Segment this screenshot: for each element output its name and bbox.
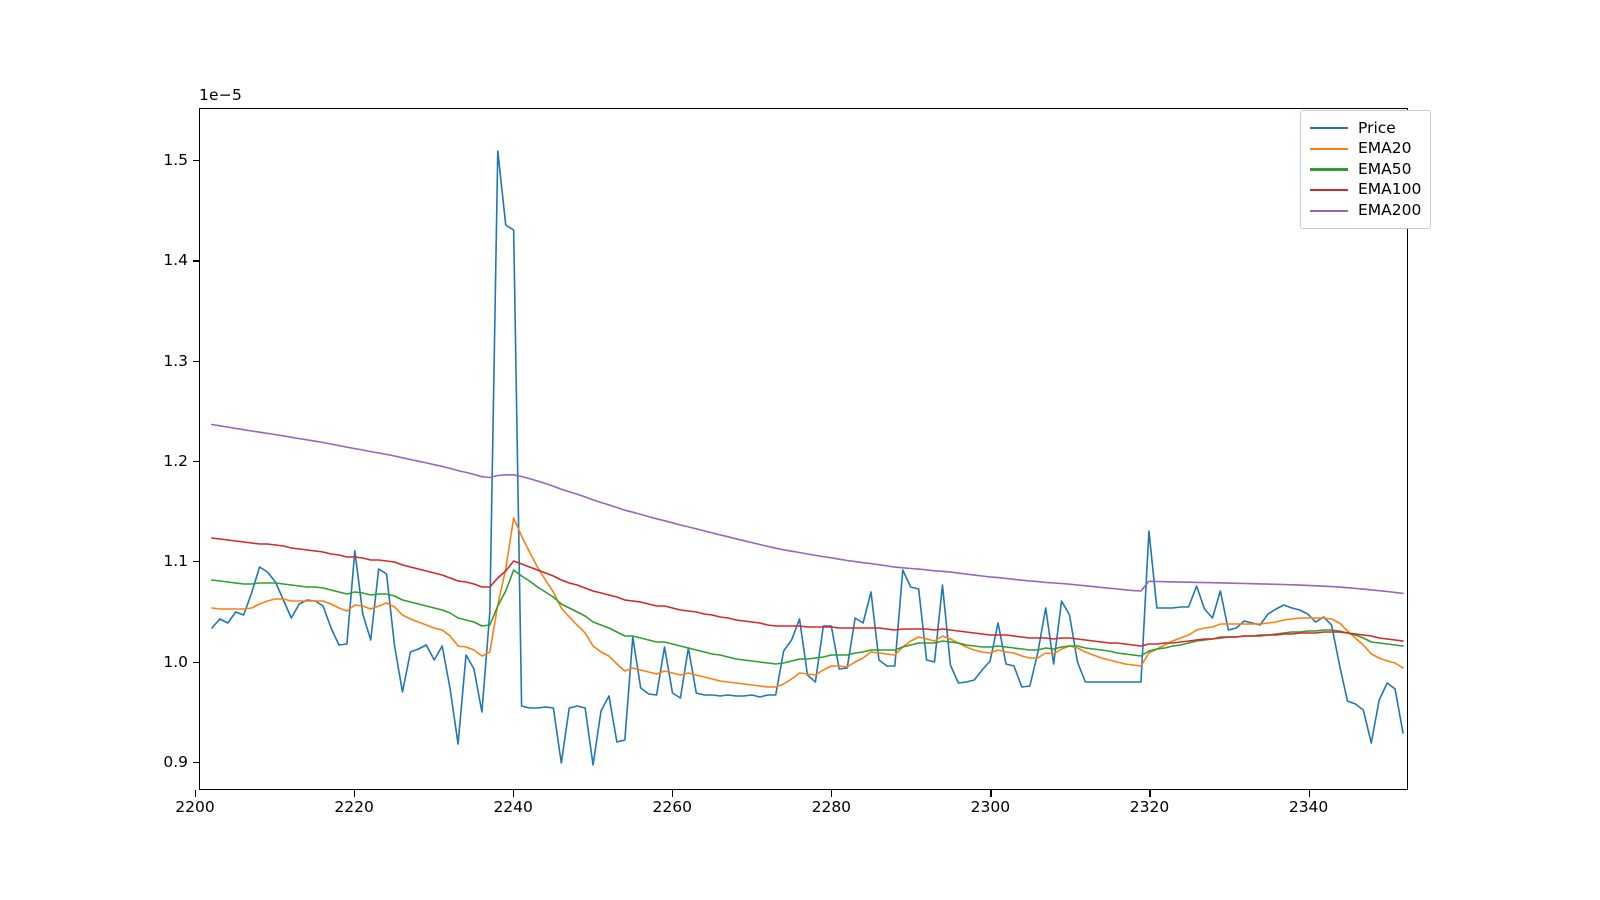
y-axis-offset-text: 1e−5 <box>199 86 243 104</box>
y-tick-label: 1.3 <box>163 351 188 370</box>
legend-item-ema200[interactable]: EMA200 <box>1310 200 1421 221</box>
legend-label: EMA200 <box>1358 200 1422 219</box>
y-tick-label: 1.2 <box>163 452 188 471</box>
legend-item-ema100[interactable]: EMA100 <box>1310 180 1421 201</box>
legend-item-ema50[interactable]: EMA50 <box>1310 159 1421 180</box>
x-tickmark <box>195 790 197 797</box>
y-tick-label: 1.4 <box>163 251 188 270</box>
y-tickmark <box>192 260 199 262</box>
legend-label: Price <box>1358 118 1396 137</box>
x-tickmark <box>831 790 833 797</box>
y-tick-label: 1.0 <box>163 652 188 671</box>
y-tick-label: 0.9 <box>163 752 188 771</box>
x-tick-label: 2300 <box>970 798 1011 816</box>
legend-item-ema20[interactable]: EMA20 <box>1310 139 1421 160</box>
legend-label: EMA100 <box>1358 180 1422 199</box>
y-tickmark <box>192 461 199 463</box>
chart-legend: Price EMA20 EMA50 EMA100 EMA200 <box>1300 110 1432 229</box>
x-tick-label: 2320 <box>1129 798 1170 816</box>
x-tickmark <box>1149 790 1151 797</box>
legend-swatch-ema50 <box>1310 168 1348 171</box>
plot-area <box>199 108 1408 790</box>
legend-label: EMA50 <box>1358 159 1412 178</box>
y-tick-label: 1.1 <box>163 552 188 571</box>
x-tickmark <box>354 790 356 797</box>
y-tickmark <box>192 360 199 362</box>
legend-swatch-ema20 <box>1310 147 1348 150</box>
legend-swatch-price <box>1310 127 1348 130</box>
series-line-ema100 <box>211 537 1404 647</box>
x-tickmark <box>990 790 992 797</box>
legend-swatch-ema100 <box>1310 188 1348 192</box>
x-tickmark <box>672 790 674 797</box>
series-line-ema50 <box>211 569 1404 665</box>
series-line-ema20 <box>211 517 1404 688</box>
x-tickmark <box>1308 790 1310 797</box>
x-tick-label: 2220 <box>334 798 374 816</box>
y-tickmark <box>192 761 199 763</box>
series-line-ema200 <box>211 423 1404 595</box>
y-tickmark <box>192 160 199 162</box>
x-tick-label: 2260 <box>652 798 692 816</box>
x-tick-label: 2200 <box>175 798 215 816</box>
y-tick-label: 1.5 <box>163 151 188 170</box>
series-line-price <box>211 150 1404 766</box>
x-tick-label: 2240 <box>493 798 533 816</box>
legend-swatch-ema200 <box>1310 209 1348 212</box>
legend-item-price[interactable]: Price <box>1310 118 1421 139</box>
x-tickmark <box>513 790 515 797</box>
y-tickmark <box>192 561 199 563</box>
legend-label: EMA20 <box>1358 139 1412 158</box>
x-tick-label: 2280 <box>811 798 852 816</box>
chart-lines-svg <box>211 150 1404 766</box>
y-tickmark <box>192 661 199 663</box>
x-tick-label: 2340 <box>1288 798 1329 816</box>
